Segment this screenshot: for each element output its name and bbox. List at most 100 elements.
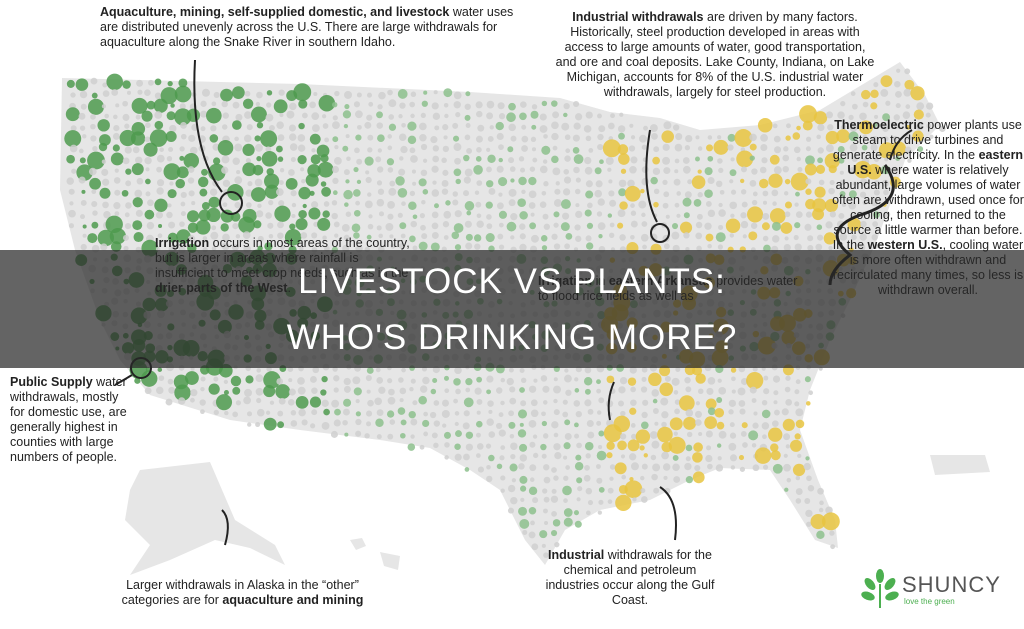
dot	[356, 92, 362, 98]
dot	[220, 223, 229, 232]
dot	[769, 208, 786, 224]
dot	[871, 135, 879, 143]
dot	[291, 202, 297, 208]
dot	[609, 232, 615, 238]
dot	[68, 209, 76, 218]
dot	[234, 143, 243, 152]
dot	[376, 225, 382, 231]
dot	[509, 397, 517, 405]
dot	[815, 164, 826, 174]
dot	[263, 371, 281, 389]
alaska	[125, 462, 285, 575]
dot	[795, 498, 802, 504]
dot	[324, 137, 330, 143]
dot	[68, 223, 75, 229]
dot	[519, 368, 525, 374]
dot	[245, 189, 253, 197]
dot	[661, 411, 669, 419]
annotation-text: are driven by many factors. Historically…	[555, 10, 875, 99]
dot	[859, 244, 866, 251]
dot	[657, 426, 673, 443]
dot	[126, 90, 131, 95]
dot	[718, 430, 727, 439]
dot	[367, 134, 374, 141]
dot	[277, 232, 284, 239]
dot	[643, 453, 648, 458]
dot	[430, 242, 440, 252]
dot	[759, 178, 769, 189]
dot	[298, 186, 311, 200]
dot	[707, 407, 716, 416]
dot	[630, 234, 635, 240]
dot	[609, 476, 614, 481]
dot	[321, 186, 332, 197]
dot	[110, 152, 124, 166]
dot	[114, 189, 121, 196]
dot	[530, 212, 535, 217]
dot	[66, 154, 75, 164]
dot	[232, 120, 242, 130]
dot	[597, 222, 606, 231]
dot	[519, 223, 526, 230]
dot	[619, 201, 628, 210]
dot	[564, 419, 571, 426]
dot	[683, 416, 697, 430]
dot	[143, 142, 158, 157]
dot	[311, 201, 319, 209]
dot	[707, 377, 716, 385]
dot	[221, 242, 230, 251]
dot	[70, 125, 77, 132]
dot	[275, 384, 291, 399]
dot	[368, 214, 373, 219]
dot	[497, 233, 504, 240]
dot	[619, 234, 626, 241]
dot	[836, 129, 850, 144]
dot	[905, 104, 911, 109]
dot	[785, 444, 790, 449]
dot	[759, 166, 767, 174]
dot	[376, 377, 384, 384]
dot	[528, 506, 537, 515]
dot	[685, 386, 692, 393]
dot	[543, 134, 548, 139]
dot	[665, 214, 670, 219]
dot	[433, 442, 439, 449]
dot	[398, 168, 406, 176]
dot	[707, 176, 715, 185]
dot	[509, 166, 516, 172]
dot	[585, 190, 594, 199]
dot	[880, 89, 889, 97]
dot	[640, 488, 646, 494]
dot	[114, 211, 120, 216]
dot	[630, 135, 636, 140]
dot	[654, 421, 659, 426]
dot	[121, 189, 129, 197]
dot	[389, 234, 394, 239]
dot	[761, 399, 768, 406]
dot	[187, 177, 195, 184]
dot	[912, 130, 924, 142]
dot	[452, 191, 459, 197]
dot	[521, 124, 527, 130]
dot	[351, 223, 361, 233]
dot	[555, 181, 560, 186]
dot	[378, 211, 385, 217]
dot	[614, 462, 627, 475]
dot	[92, 210, 98, 216]
dot	[531, 543, 539, 551]
dot	[476, 147, 482, 153]
dot	[782, 165, 789, 173]
dot	[574, 224, 581, 231]
dot	[630, 462, 639, 471]
dot	[288, 169, 295, 176]
dot	[618, 386, 626, 394]
dot	[574, 113, 583, 121]
dot	[486, 418, 494, 426]
dot	[705, 398, 717, 410]
dot	[641, 166, 649, 174]
dot	[873, 211, 880, 219]
dot	[651, 440, 660, 449]
dot	[575, 410, 582, 418]
dot	[615, 494, 632, 512]
dot	[751, 398, 757, 403]
